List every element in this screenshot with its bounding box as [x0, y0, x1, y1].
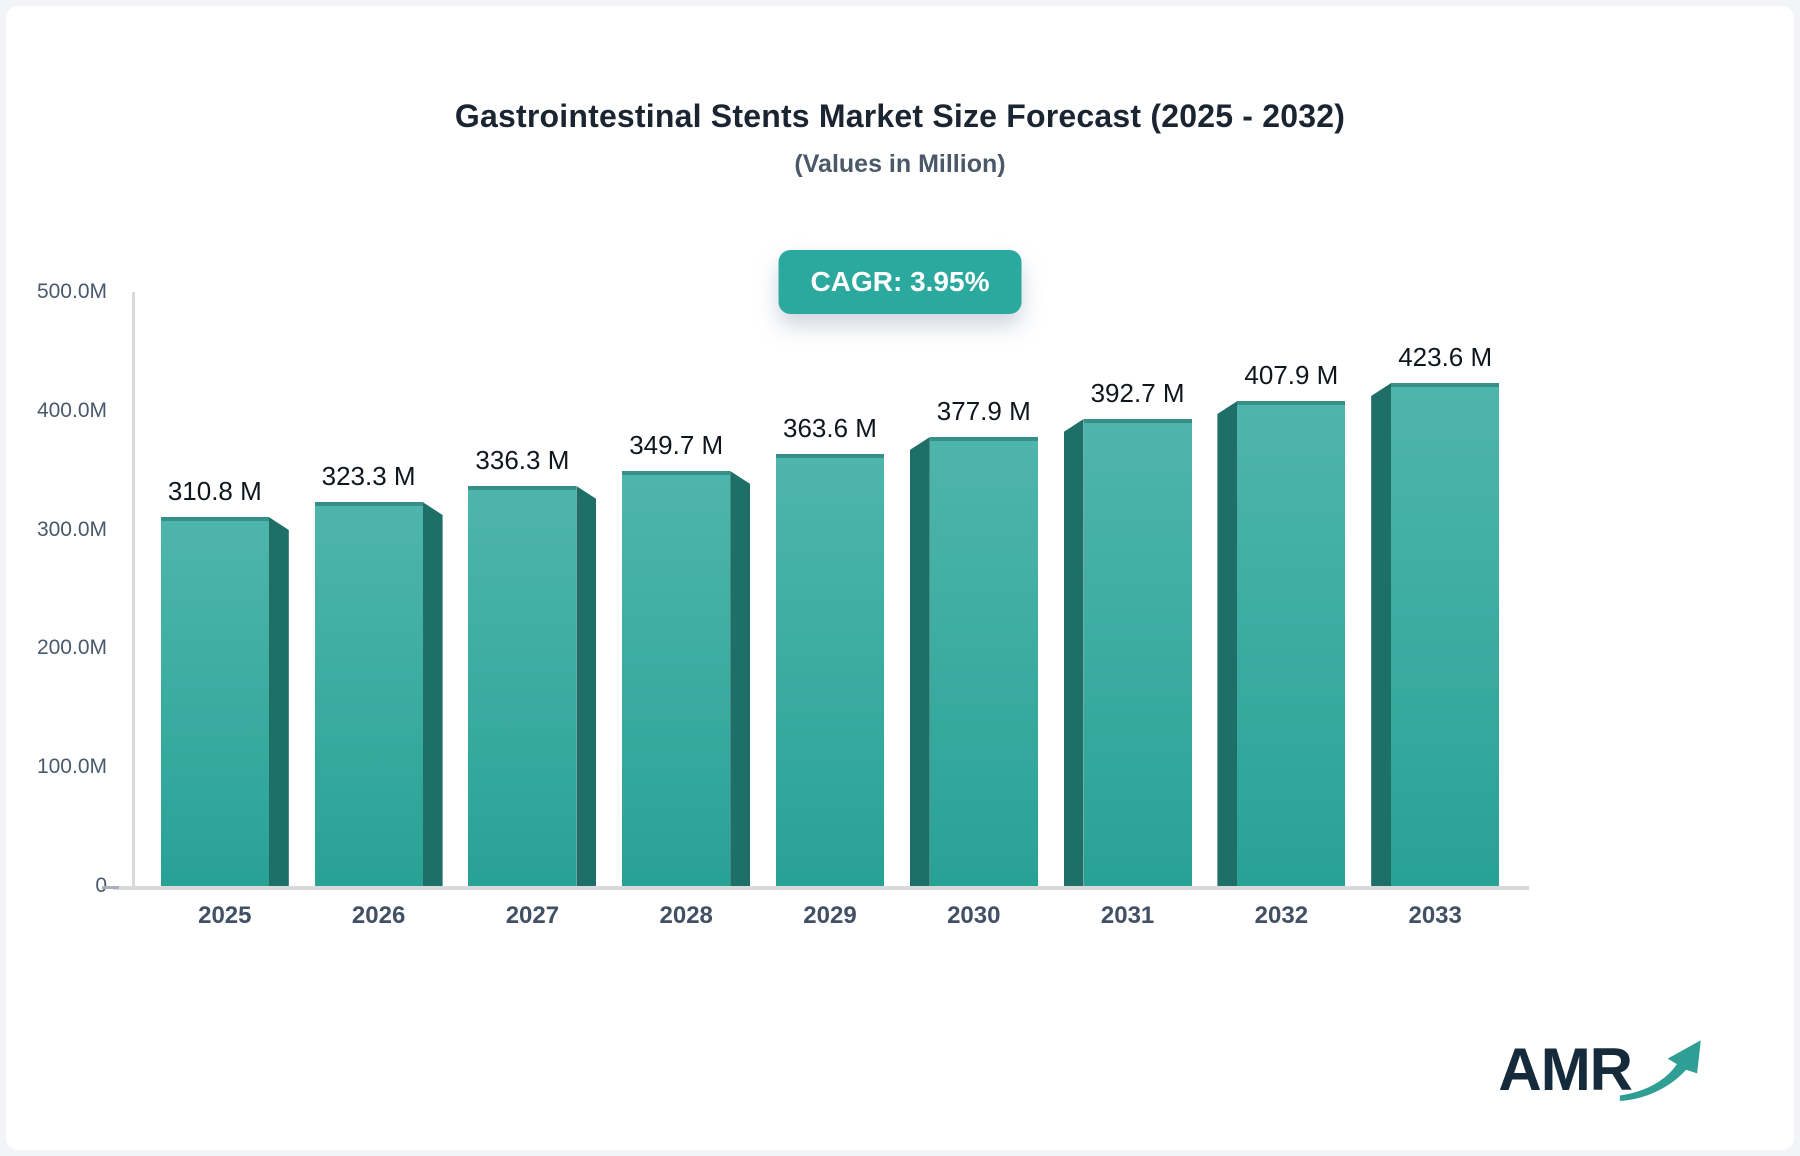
- y-axis-tick-label: 100.0M: [36, 755, 107, 779]
- x-axis-label-2026: 2026: [351, 902, 406, 929]
- bar-top-edge: [160, 517, 269, 521]
- bar-3d-side: [576, 486, 597, 886]
- chart-subtitle: (Values in Million): [794, 150, 1006, 178]
- plot-area: 500.0M 400.0M 300.0M 200.0M 100.0M 0 310.8 M 2…: [37, 280, 1529, 929]
- bars-container: 310.8 M 2025 323.3 M 2026 336.3 M 2027 349.7 M…: [135, 292, 1525, 929]
- bar-2032[interactable]: 407.9 M: [1237, 360, 1346, 886]
- bar-group-2029: 363.6 M 2029: [775, 413, 884, 929]
- x-axis-label-2029: 2029: [803, 902, 857, 929]
- bar-3d-side: [1371, 383, 1392, 886]
- bar-top-edge: [929, 437, 1038, 441]
- bar-top-edge: [1391, 383, 1500, 387]
- x-axis-label-2025: 2025: [198, 902, 252, 929]
- bar-group-2028: 349.7 M 2028: [622, 430, 751, 929]
- y-axis-tick-label: 200.0M: [36, 636, 107, 660]
- chart-title: Gastrointestinal Stents Market Size Fore…: [454, 98, 1346, 134]
- bar-2031[interactable]: 392.7 M: [1083, 378, 1192, 886]
- bar-value-label: 423.6 M: [1398, 342, 1493, 372]
- x-axis-label-2032: 2032: [1254, 902, 1309, 929]
- bar-value-label: 336.3 M: [475, 445, 570, 475]
- x-axis-label-2028: 2028: [659, 902, 713, 929]
- bar-value-label: 392.7 M: [1090, 378, 1185, 408]
- bar-top-edge: [314, 502, 423, 506]
- bar-group-2032: 407.9 M 2032: [1217, 360, 1346, 929]
- bar-group-2033: 423.6 M 2033: [1371, 342, 1500, 929]
- bar-value-label: 407.9 M: [1244, 360, 1339, 390]
- bar-top-edge: [468, 486, 577, 490]
- bar-3d-side: [422, 502, 443, 886]
- zero-tick-mark: [102, 886, 119, 889]
- amr-logo-arrow-icon: [1619, 1040, 1701, 1101]
- bar-2027[interactable]: 336.3 M: [468, 445, 577, 886]
- bar-top-edge: [1237, 401, 1346, 405]
- bar-top-edge: [1083, 419, 1192, 423]
- x-axis-label-2031: 2031: [1100, 902, 1155, 929]
- x-axis-label-2030: 2030: [947, 902, 1001, 929]
- bar-value-label: 310.8 M: [167, 476, 262, 506]
- amr-logo-text: AMR: [1498, 1035, 1633, 1103]
- bar-3d-side: [268, 517, 289, 886]
- y-axis-tick-label: 300.0M: [36, 517, 107, 541]
- y-axis-tick-label: 500.0M: [36, 280, 107, 303]
- bar-value-label: 349.7 M: [629, 430, 724, 460]
- cagr-badge: CAGR: 3.95%: [778, 250, 1022, 314]
- bar-2030[interactable]: 377.9 M: [929, 396, 1038, 886]
- bar-2029[interactable]: 363.6 M: [775, 413, 884, 886]
- bar-3d-side: [909, 437, 930, 886]
- x-axis-line: [113, 886, 1529, 890]
- bar-group-2031: 392.7 M 2031: [1063, 378, 1192, 929]
- y-axis-tick-label: 0: [95, 874, 107, 898]
- bar-2026[interactable]: 323.3 M: [314, 461, 423, 886]
- bar-group-2026: 323.3 M 2026: [314, 461, 443, 929]
- bar-value-label: 323.3 M: [321, 461, 416, 491]
- bar-group-2025: 310.8 M 2025: [160, 476, 289, 929]
- amr-logo: AMR: [1498, 1032, 1710, 1106]
- bar-2025[interactable]: 310.8 M: [160, 476, 269, 886]
- bar-3d-side: [1217, 401, 1238, 886]
- chart-card: Gastrointestinal Stents Market Size Fore…: [6, 6, 1794, 1150]
- bar-2033[interactable]: 423.6 M: [1391, 342, 1500, 886]
- bar-3d-side: [730, 471, 751, 886]
- bar-value-label: 377.9 M: [936, 396, 1031, 426]
- bar-group-2027: 336.3 M 2027: [468, 445, 597, 929]
- x-axis-label-2027: 2027: [505, 902, 560, 929]
- bar-top-edge: [775, 454, 884, 458]
- bar-3d-side: [1063, 419, 1084, 886]
- x-axis-label-2033: 2033: [1408, 902, 1462, 929]
- y-axis-tick-label: 400.0M: [36, 398, 107, 422]
- bar-2028[interactable]: 349.7 M: [622, 430, 731, 886]
- bar-value-label: 363.6 M: [783, 413, 877, 443]
- bar-top-edge: [622, 471, 731, 475]
- bar-group-2030: 377.9 M 2030: [909, 396, 1038, 929]
